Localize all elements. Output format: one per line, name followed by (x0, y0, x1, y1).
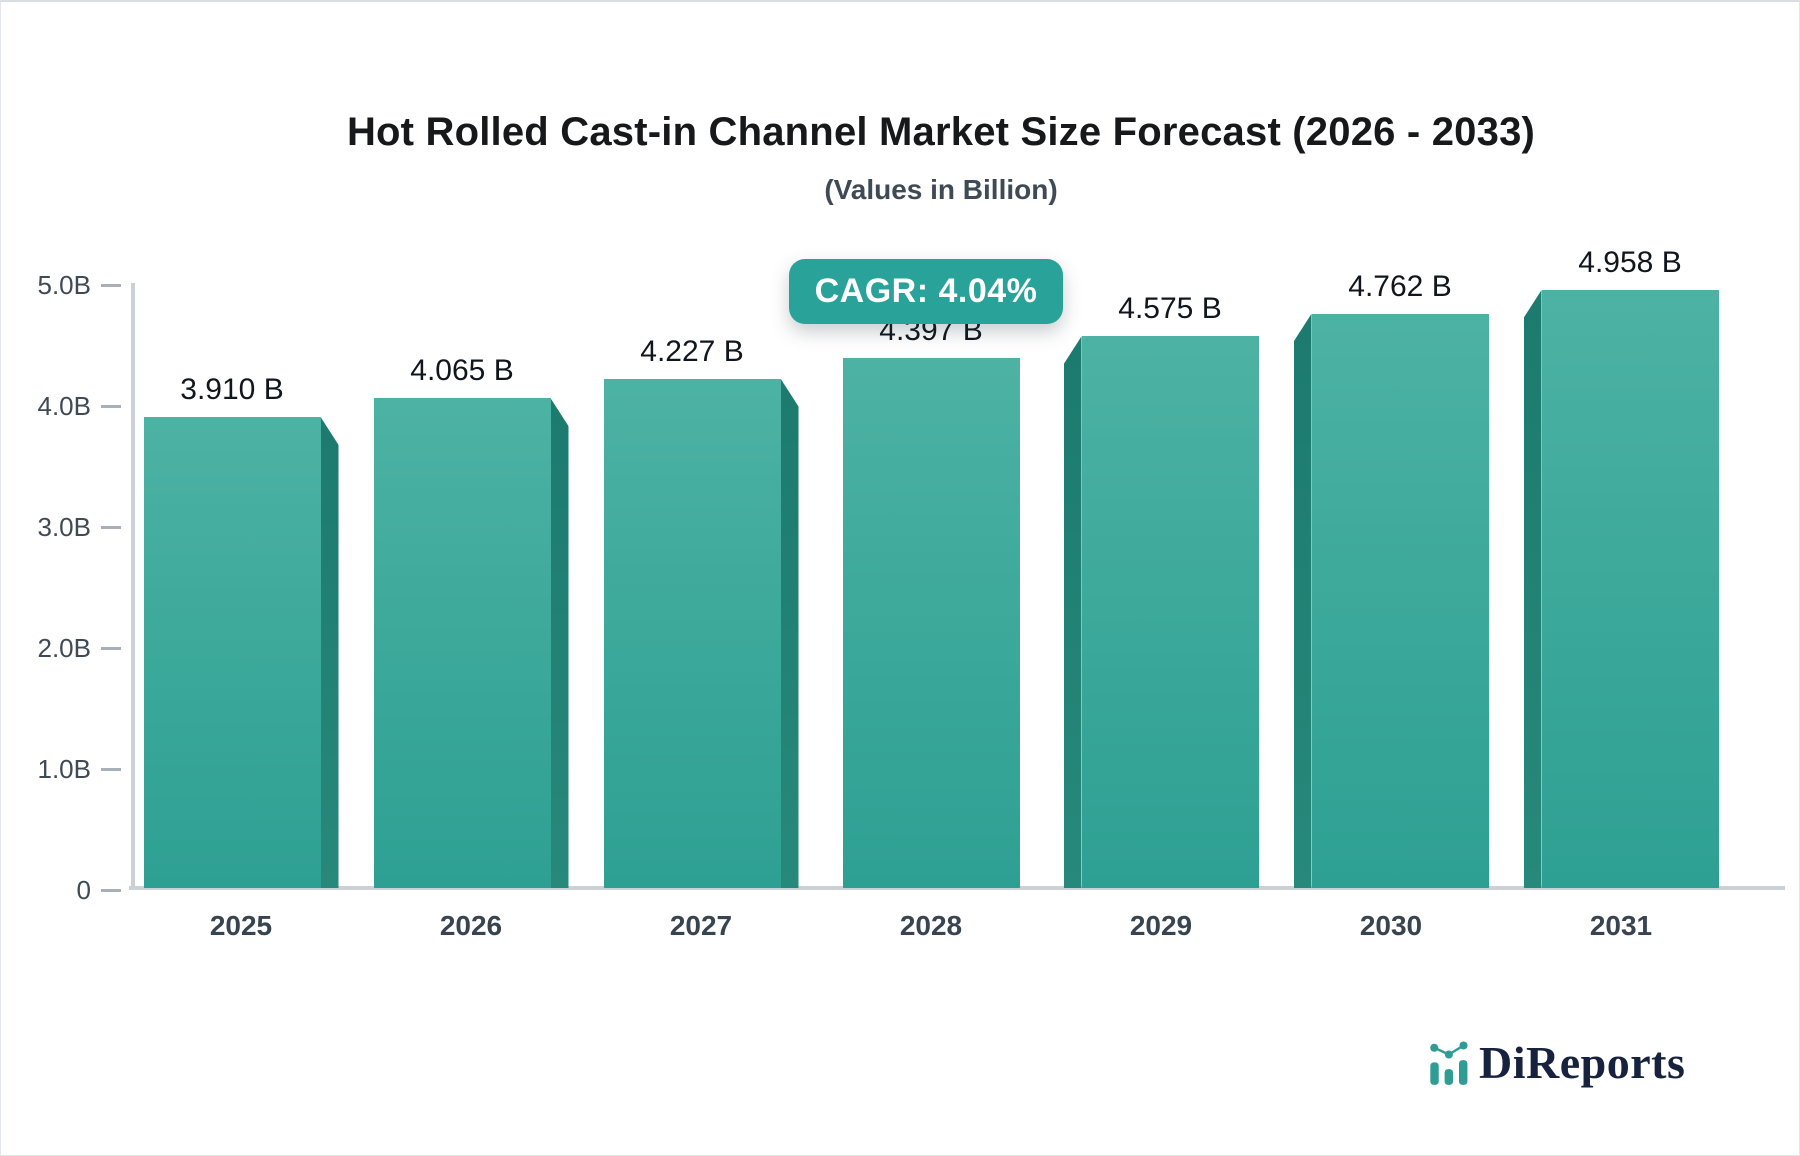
y-axis-tick-label: 4.0B (37, 391, 92, 421)
bar-2028 (834, 357, 1029, 888)
y-axis-tick-mark (101, 768, 121, 771)
y-axis-tick: 3.0B (1, 512, 129, 542)
x-axis-category-label: 2029 (1129, 910, 1193, 941)
bar-3d-side (320, 416, 339, 888)
y-axis-tick: 4.0B (1, 391, 129, 421)
x-axis-category-label: 2026 (439, 910, 503, 941)
chart-subtitle: (Values in Billion) (824, 174, 1058, 205)
bar-value-label: 4.575 B (1118, 292, 1222, 326)
chart-title: Hot Rolled Cast-in Channel Market Size F… (346, 110, 1536, 154)
bar-value-label: 4.762 B (1348, 269, 1452, 303)
bar-3d-side (1293, 313, 1312, 888)
x-axis-category-label: 2027 (669, 910, 733, 941)
y-axis-tick-mark (101, 284, 121, 287)
y-axis-line (131, 283, 135, 890)
bar-face (1081, 336, 1259, 888)
x-axis-category-label: 2028 (899, 910, 963, 941)
y-axis-tick: 5.0B (1, 270, 129, 300)
bar-value-label: 4.065 B (410, 354, 514, 388)
x-axis-category-label: 2030 (1359, 910, 1423, 941)
bar-value-label: 4.227 B (640, 334, 744, 368)
bar-3d-side (550, 398, 569, 888)
y-axis-tick: 0 (1, 875, 129, 905)
bar-face (1541, 290, 1719, 888)
bar-value-label: 3.910 B (180, 372, 284, 406)
bar-face (842, 357, 1020, 888)
x-axis-category-label: 2025 (209, 910, 273, 941)
bar-3d-side (1063, 336, 1082, 888)
cagr-badge: CAGR: 4.04% (789, 259, 1063, 324)
bar-2025 (143, 416, 339, 888)
bar-2030 (1293, 313, 1489, 888)
y-axis-tick-mark (101, 647, 121, 650)
y-axis-tick: 1.0B (1, 754, 129, 784)
bar-face (143, 416, 321, 888)
bar-2027 (603, 378, 799, 888)
direports-logo: DiReports (1429, 1040, 1685, 1086)
x-axis-category-label: 2031 (1589, 910, 1653, 941)
bar-2031 (1523, 290, 1719, 888)
bar-chart-logo-icon (1430, 1041, 1468, 1085)
bar-face (1311, 313, 1489, 888)
y-axis-tick: 2.0B (1, 633, 129, 663)
bar-3d-side (1523, 290, 1542, 888)
bar-face (603, 378, 781, 888)
y-axis-tick-mark (101, 526, 121, 529)
bar-3d-side (780, 378, 799, 888)
y-axis-tick-label: 1.0B (37, 754, 92, 784)
bar-face (373, 398, 551, 888)
bar-value-label: 4.958 B (1578, 246, 1682, 280)
y-axis-tick-label: 3.0B (37, 512, 92, 542)
bar-2026 (373, 398, 569, 888)
logo-text: DiReports (1479, 1037, 1686, 1088)
x-axis-line (129, 886, 1785, 890)
y-axis-tick-label: 0 (76, 875, 91, 905)
y-axis-tick-label: 2.0B (37, 633, 92, 663)
bar-2029 (1063, 336, 1259, 888)
y-axis-tick-mark (101, 405, 121, 408)
y-axis-tick-mark (101, 889, 121, 892)
y-axis-tick-label: 5.0B (37, 270, 92, 300)
